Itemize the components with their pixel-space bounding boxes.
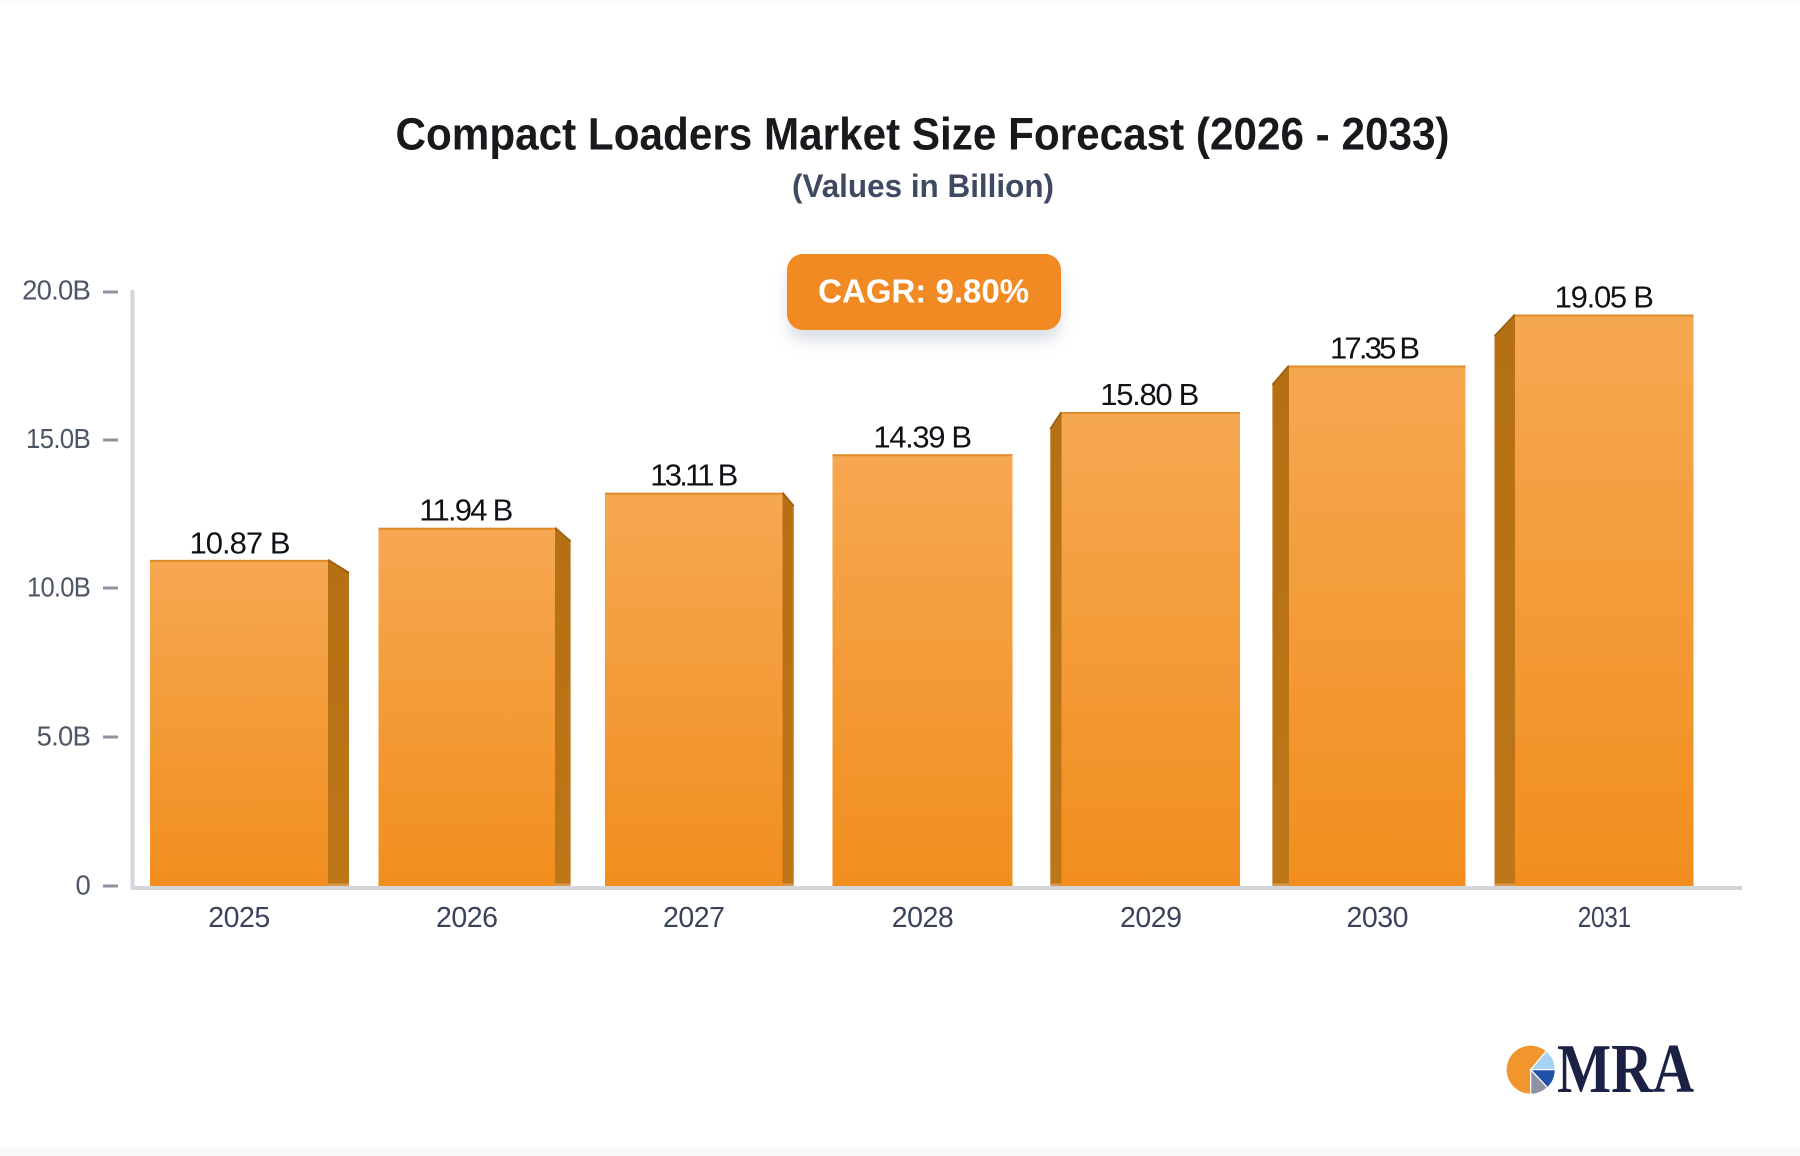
svg-text:13.11 B: 13.11 B [650,458,738,493]
svg-text:Compact Loaders Market Size Fo: Compact Loaders Market Size Forecast (20… [396,109,1450,160]
svg-text:2029: 2029 [1120,902,1182,934]
svg-text:2028: 2028 [892,902,954,934]
svg-text:(Values in Billion): (Values in Billion) [792,168,1054,204]
svg-text:MRA: MRA [1557,1031,1694,1108]
svg-text:2030: 2030 [1346,902,1408,934]
svg-text:2027: 2027 [663,902,725,934]
svg-text:10.0B: 10.0B [27,572,90,603]
svg-text:11.94 B: 11.94 B [419,493,513,528]
svg-text:14.39 B: 14.39 B [873,420,972,455]
svg-text:15.80 B: 15.80 B [1100,377,1199,412]
svg-text:15.0B: 15.0B [26,423,90,454]
svg-text:0: 0 [76,870,91,901]
svg-text:CAGR: 9.80%: CAGR: 9.80% [818,272,1029,309]
svg-text:20.0B: 20.0B [22,275,90,306]
svg-text:19.05 B: 19.05 B [1555,280,1654,315]
svg-text:5.0B: 5.0B [37,721,90,752]
svg-text:17.35 B: 17.35 B [1330,331,1420,366]
svg-text:2026: 2026 [436,902,498,934]
svg-text:10.87 B: 10.87 B [190,526,291,561]
svg-text:2031: 2031 [1578,902,1631,934]
svg-text:2025: 2025 [208,902,270,934]
